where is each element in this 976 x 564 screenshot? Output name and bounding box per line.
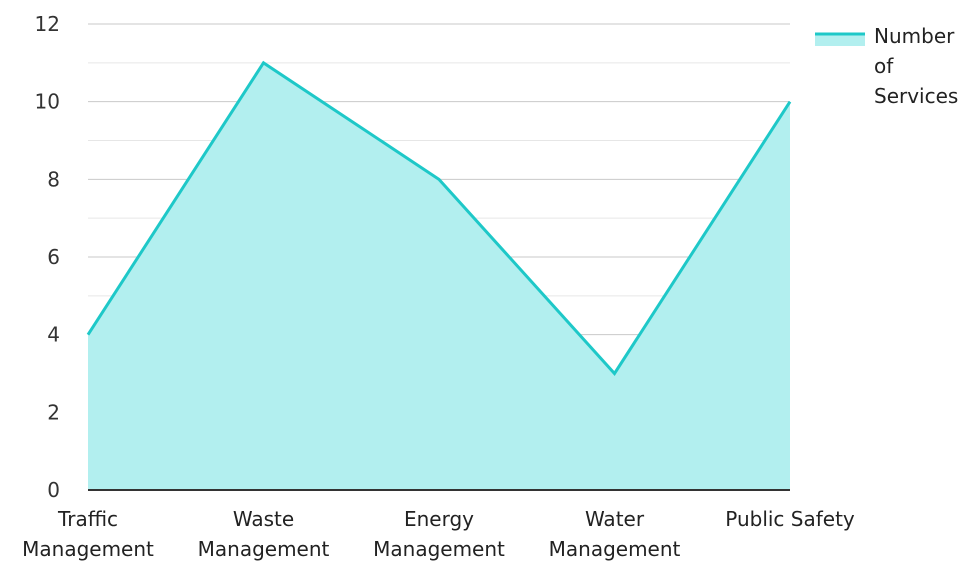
y-tick-label: 10: [35, 90, 60, 114]
y-tick-labels: 0 2 4 6 8 10 12: [35, 12, 60, 502]
legend-label: Number of Services: [874, 24, 958, 108]
x-category-label: Traffic Management: [22, 507, 154, 561]
y-tick-label: 2: [47, 400, 60, 424]
x-category-label: Water Management: [549, 507, 681, 561]
x-category-label: Waste Management: [198, 507, 330, 561]
y-tick-label: 8: [47, 167, 60, 191]
legend-swatch-fill: [815, 34, 865, 46]
series-area: [86, 60, 792, 490]
y-tick-label: 0: [47, 478, 60, 502]
legend: Number of Services: [815, 24, 958, 108]
x-category-label: Public Safety: [725, 507, 855, 531]
y-tick-label: 12: [35, 12, 60, 36]
y-tick-label: 6: [47, 245, 60, 269]
y-tick-label: 4: [47, 323, 60, 347]
x-category-label: Energy Management: [373, 507, 505, 561]
series-area-fill: [88, 62, 790, 490]
x-category-labels: Traffic Management Waste Management Energy Ma…: [22, 507, 855, 561]
